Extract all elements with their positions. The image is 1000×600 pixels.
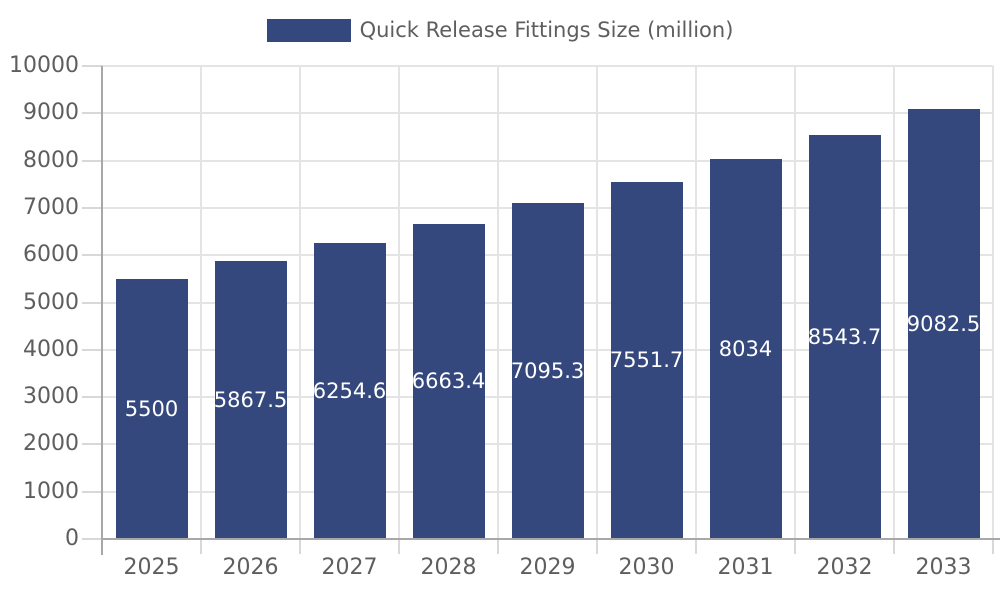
h-gridline	[102, 65, 993, 67]
y-axis-label: 1000	[23, 478, 79, 504]
y-axis-label: 7000	[23, 194, 79, 220]
y-axis-tick	[82, 206, 102, 209]
bar: 5867.5	[213, 261, 288, 539]
bar: 5500	[115, 278, 188, 539]
legend-swatch	[266, 19, 351, 42]
v-gridline	[794, 66, 796, 539]
y-axis-label: 2000	[23, 431, 79, 457]
bar-value-label: 6663.4	[411, 369, 486, 394]
x-axis-tick	[200, 539, 202, 554]
x-axis-label: 2027	[321, 555, 378, 580]
y-axis-label: 8000	[23, 147, 79, 173]
bar: 7095.3	[510, 203, 585, 539]
y-axis-tick	[82, 65, 102, 67]
y-axis-tick	[82, 112, 102, 115]
x-axis-tick	[695, 539, 697, 554]
x-axis-label: 2030	[618, 555, 675, 580]
y-axis-tick	[82, 159, 102, 162]
h-gridline	[102, 112, 993, 115]
y-axis-label: 6000	[23, 242, 79, 268]
bar: 8034	[709, 158, 782, 539]
v-gridline	[398, 66, 400, 539]
bar: 8543.7	[807, 134, 882, 539]
bar-value-label: 8543.7	[807, 324, 882, 349]
x-axis-tick	[992, 539, 994, 554]
y-axis-tick	[82, 538, 102, 540]
y-axis-label: 0	[65, 526, 79, 551]
x-axis-tick	[794, 539, 796, 554]
x-axis-line	[102, 538, 1000, 540]
y-axis-tick	[82, 254, 102, 257]
bar-value-label: 9082.5	[906, 312, 981, 337]
x-axis-label: 2025	[123, 555, 180, 580]
bar-value-label: 5867.5	[213, 388, 288, 413]
x-axis-label: 2031	[717, 555, 774, 580]
y-axis-tick	[82, 396, 102, 399]
v-gridline	[992, 66, 994, 539]
v-gridline	[497, 66, 499, 539]
y-axis-tick	[82, 490, 102, 493]
y-axis-label: 3000	[23, 384, 79, 410]
x-axis-tick	[398, 539, 400, 554]
x-axis-label: 2029	[519, 555, 576, 580]
x-axis-tick	[893, 539, 895, 554]
bar-value-label: 7095.3	[510, 359, 585, 384]
bar: 6254.6	[312, 243, 387, 539]
y-axis-label: 4000	[23, 336, 79, 362]
legend-label: Quick Release Fittings Size (million)	[359, 18, 734, 42]
y-axis-tick	[82, 348, 102, 351]
bar: 6663.4	[411, 223, 486, 539]
legend[interactable]: Quick Release Fittings Size (million)	[0, 17, 1000, 44]
x-axis-tick	[299, 539, 301, 554]
x-axis-label: 2026	[222, 555, 279, 580]
y-axis-tick	[82, 443, 102, 446]
y-axis-line	[101, 66, 103, 555]
y-axis-label: 10000	[9, 53, 79, 78]
y-axis-tick	[82, 301, 102, 304]
v-gridline	[596, 66, 598, 539]
v-gridline	[299, 66, 301, 539]
v-gridline	[695, 66, 697, 539]
x-axis-tick	[596, 539, 598, 554]
y-axis-label: 9000	[23, 100, 79, 126]
bar: 7551.7	[609, 181, 684, 539]
bar-value-label: 7551.7	[609, 348, 684, 373]
v-gridline	[893, 66, 895, 539]
bar: 9082.5	[906, 109, 981, 539]
x-axis-label: 2028	[420, 555, 477, 580]
x-axis-tick	[497, 539, 499, 554]
y-axis-label: 5000	[23, 289, 79, 315]
bar-value-label: 8034	[718, 336, 773, 361]
x-axis-label: 2032	[816, 555, 873, 580]
bar-value-label: 5500	[124, 396, 179, 421]
v-gridline	[200, 66, 202, 539]
bar-value-label: 6254.6	[312, 379, 387, 404]
x-axis-label: 2033	[915, 555, 972, 580]
h-gridline	[102, 159, 993, 162]
